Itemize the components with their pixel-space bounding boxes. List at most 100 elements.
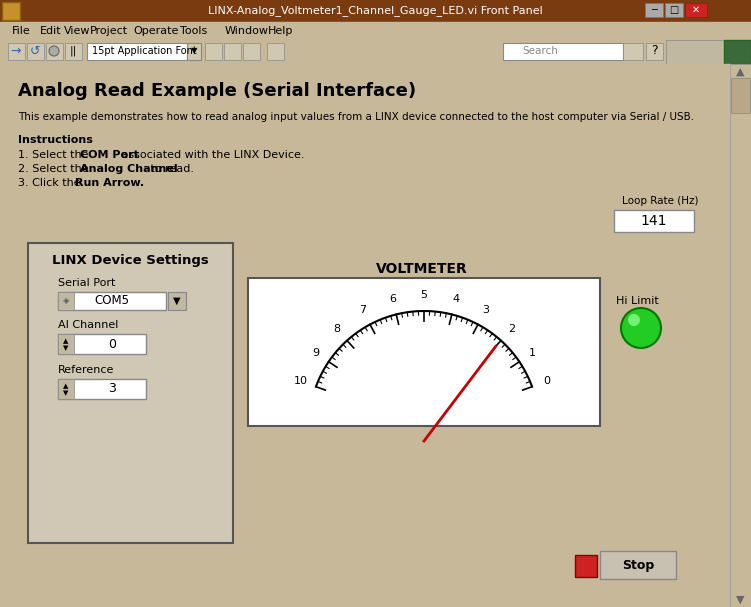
Bar xyxy=(28,243,233,543)
Text: LINX Device Settings: LINX Device Settings xyxy=(52,254,208,267)
Bar xyxy=(58,334,74,354)
Text: AI Channel: AI Channel xyxy=(58,320,119,330)
Bar xyxy=(2,2,20,20)
Text: Loop Rate (Hz): Loop Rate (Hz) xyxy=(622,196,698,206)
Text: ▲: ▲ xyxy=(736,67,744,77)
Circle shape xyxy=(49,46,59,56)
Bar xyxy=(267,43,284,60)
Text: Analog Read Example (Serial Interface): Analog Read Example (Serial Interface) xyxy=(18,82,416,100)
Text: □: □ xyxy=(669,5,679,15)
Text: 10: 10 xyxy=(294,376,308,386)
Bar xyxy=(87,43,187,60)
Bar xyxy=(168,292,186,310)
Text: ✕: ✕ xyxy=(692,5,700,15)
Bar xyxy=(731,78,750,113)
Text: 5: 5 xyxy=(421,290,427,300)
Text: View: View xyxy=(64,26,91,36)
Bar xyxy=(0,40,751,64)
Text: Operate: Operate xyxy=(133,26,179,36)
Text: Window: Window xyxy=(225,26,269,36)
Text: ▼: ▼ xyxy=(736,595,744,605)
Bar xyxy=(58,379,146,399)
Bar xyxy=(600,551,676,579)
Text: ||: || xyxy=(69,46,77,56)
Text: Stop: Stop xyxy=(622,558,654,572)
Text: 141: 141 xyxy=(641,214,667,228)
Circle shape xyxy=(621,308,661,348)
Text: 3: 3 xyxy=(482,305,489,315)
Bar xyxy=(58,379,74,399)
Bar xyxy=(58,292,74,310)
Text: 1. Select the: 1. Select the xyxy=(18,150,92,160)
Text: 2. Select the: 2. Select the xyxy=(18,164,92,174)
Text: 0: 0 xyxy=(108,337,116,350)
Text: Tools: Tools xyxy=(180,26,207,36)
Bar xyxy=(685,3,707,17)
Text: ▼: ▼ xyxy=(173,296,181,306)
Text: COM Port: COM Port xyxy=(80,150,138,160)
Text: 15pt Application Font: 15pt Application Font xyxy=(92,46,197,56)
Text: Project: Project xyxy=(90,26,128,36)
Text: 4: 4 xyxy=(452,294,460,304)
Text: to read.: to read. xyxy=(146,164,194,174)
Bar xyxy=(503,43,623,60)
Text: 8: 8 xyxy=(333,324,340,334)
Bar xyxy=(645,3,663,17)
Bar xyxy=(646,43,663,60)
Bar xyxy=(614,210,694,232)
Text: Instructions: Instructions xyxy=(18,135,93,145)
Bar xyxy=(187,43,201,60)
Text: File: File xyxy=(12,26,31,36)
Bar xyxy=(243,43,260,60)
Bar xyxy=(623,43,643,60)
Text: Analog Channel: Analog Channel xyxy=(80,164,177,174)
Text: Help: Help xyxy=(268,26,294,36)
Bar xyxy=(665,3,683,17)
Text: ▲: ▲ xyxy=(63,383,68,389)
Text: ▼: ▼ xyxy=(63,345,68,351)
Text: 3. Click the: 3. Click the xyxy=(18,178,84,188)
Text: 1: 1 xyxy=(529,348,536,358)
Text: 3: 3 xyxy=(108,382,116,396)
Text: Reference: Reference xyxy=(58,365,114,375)
Bar xyxy=(205,43,222,60)
Text: 9: 9 xyxy=(312,348,319,358)
Text: LINX-Analog_Voltmeter1_Channel_Gauge_LED.vi Front Panel: LINX-Analog_Voltmeter1_Channel_Gauge_LED… xyxy=(207,5,542,16)
Text: COM5: COM5 xyxy=(95,294,129,308)
Text: 7: 7 xyxy=(359,305,366,315)
Bar xyxy=(8,43,25,60)
Text: Serial Port: Serial Port xyxy=(58,278,116,288)
Bar xyxy=(575,555,597,577)
Bar xyxy=(0,0,751,22)
Text: ▲: ▲ xyxy=(63,338,68,344)
Text: Edit: Edit xyxy=(40,26,62,36)
Bar xyxy=(0,64,730,607)
Bar xyxy=(224,43,241,60)
Text: Search: Search xyxy=(522,46,558,56)
Bar xyxy=(65,43,82,60)
Text: associated with the LINX Device.: associated with the LINX Device. xyxy=(118,150,304,160)
Text: ▼: ▼ xyxy=(63,390,68,396)
Text: ◈: ◈ xyxy=(63,296,69,305)
Bar xyxy=(724,40,751,64)
Bar xyxy=(666,40,724,64)
Text: ▼: ▼ xyxy=(191,47,198,55)
Text: 6: 6 xyxy=(389,294,396,304)
Bar xyxy=(58,292,166,310)
Text: VOLTMETER: VOLTMETER xyxy=(376,262,468,276)
Bar xyxy=(46,43,63,60)
Text: 2: 2 xyxy=(508,324,515,334)
Bar xyxy=(730,64,751,607)
Text: This example demonstrates how to read analog input values from a LINX device con: This example demonstrates how to read an… xyxy=(18,112,694,122)
Bar xyxy=(248,278,600,426)
Circle shape xyxy=(628,314,640,326)
Text: 0: 0 xyxy=(544,376,550,386)
Text: Run Arrow.: Run Arrow. xyxy=(75,178,144,188)
Text: ─: ─ xyxy=(651,5,657,15)
Bar xyxy=(27,43,44,60)
Bar xyxy=(0,22,751,40)
Bar xyxy=(58,334,146,354)
Text: ?: ? xyxy=(650,44,657,58)
Text: Hi Limit: Hi Limit xyxy=(616,296,659,306)
Text: ↺: ↺ xyxy=(30,44,41,58)
